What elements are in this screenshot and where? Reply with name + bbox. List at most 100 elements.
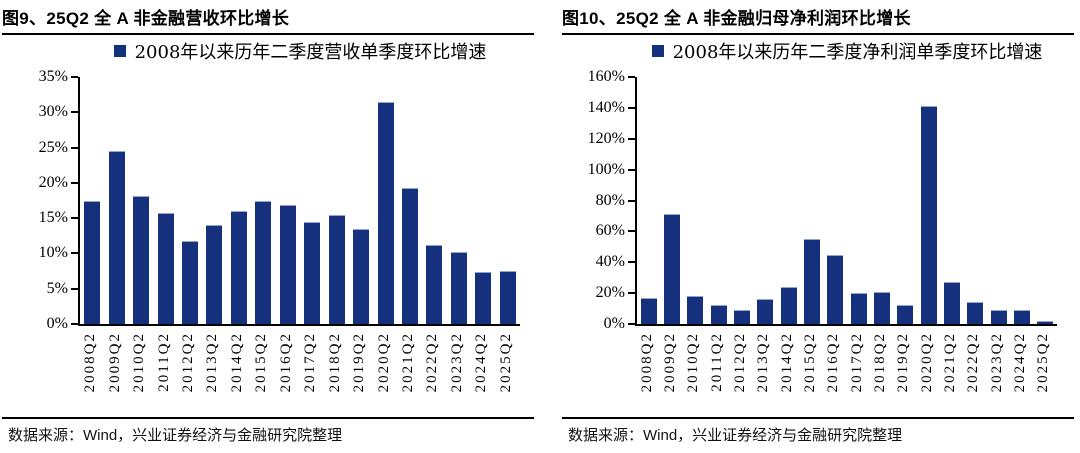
legend-label: 2008年以来历年二季度净利润单季度环比增速 <box>672 42 1043 63</box>
x-axis-label: 2019Q2 <box>895 332 912 393</box>
y-axis-line <box>635 77 637 326</box>
y-axis-tick <box>628 292 635 295</box>
x-axis-label: 2017Q2 <box>302 332 319 393</box>
x-axis-label: 2024Q2 <box>473 332 490 393</box>
bar-2021Q2 <box>402 187 418 324</box>
y-axis-line <box>78 77 80 326</box>
x-axis-label: 2014Q2 <box>778 332 795 393</box>
bar-2016Q2 <box>279 204 296 324</box>
bar-2009Q2 <box>664 214 680 324</box>
x-axis-label: 2008Q2 <box>82 332 99 393</box>
bar-2023Q2 <box>990 310 1007 324</box>
y-axis-tick-label: 0% <box>603 315 625 332</box>
y-axis-tick-label: 120% <box>587 129 625 147</box>
bar-2010Q2 <box>687 296 704 324</box>
bar-2010Q2 <box>133 195 150 324</box>
bar-2012Q2 <box>182 240 198 324</box>
x-axis-label: 2018Q2 <box>872 332 888 393</box>
figure-panel-revenue: 图9、25Q2 全 A 非金融营收环比增长 2008年以来历年二季度营收单季度环… <box>2 9 534 444</box>
bar-2022Q2 <box>426 244 443 324</box>
figure-title: 图9、25Q2 全 A 非金融营收环比增长 <box>2 9 290 28</box>
x-axis-label: 2013Q2 <box>755 332 772 393</box>
source-divider <box>562 417 1074 419</box>
chart-legend: 2008年以来历年二季度净利润单季度环比增速 <box>637 38 1057 64</box>
figure-title: 图10、25Q2 全 A 非金融归母净利润环比增长 <box>562 9 911 28</box>
y-axis-tick-label: 140% <box>587 98 625 116</box>
x-axis-label: 2023Q2 <box>448 332 465 393</box>
bar-2017Q2 <box>850 293 867 324</box>
x-axis-label: 2021Q2 <box>400 332 416 393</box>
y-axis-tick-label: 100% <box>587 160 625 178</box>
legend-square-icon <box>113 45 126 57</box>
bar-2014Q2 <box>780 286 797 324</box>
x-axis-label: 2020Q2 <box>918 332 935 393</box>
bar-2015Q2 <box>804 239 820 324</box>
bar-2025Q2 <box>499 271 516 324</box>
x-axis-label: 2009Q2 <box>106 332 123 393</box>
x-axis-label: 2024Q2 <box>1012 332 1028 393</box>
y-axis-tick-label: 30% <box>38 103 68 121</box>
y-axis-tick <box>628 261 635 264</box>
x-axis-label: 2022Q2 <box>965 332 982 393</box>
bar-2015Q2 <box>255 201 272 324</box>
bar-2021Q2 <box>944 282 960 324</box>
bar-2019Q2 <box>897 305 914 324</box>
y-axis-tick-label: 25% <box>38 138 68 156</box>
y-axis-tick <box>71 146 78 149</box>
y-axis-tick <box>628 106 635 109</box>
legend-label: 2008年以来历年二季度营收单季度环比增速 <box>134 42 487 63</box>
y-axis-tick <box>71 287 78 290</box>
y-axis-tick-label: 20% <box>595 284 625 302</box>
bar-2025Q2 <box>1037 320 1054 324</box>
y-axis-tick-label: 0% <box>46 315 68 332</box>
y-axis-tick <box>628 76 635 78</box>
y-axis-tick <box>628 137 635 140</box>
bar-2008Q2 <box>84 200 101 324</box>
y-axis-tick <box>71 111 78 114</box>
y-axis-tick <box>71 323 78 325</box>
legend-square-icon <box>651 45 664 57</box>
x-axis-label: 2021Q2 <box>942 332 958 393</box>
y-axis-tick-label: 10% <box>38 244 68 262</box>
bar-2009Q2 <box>108 151 125 324</box>
bar-2019Q2 <box>353 229 370 324</box>
x-axis-label: 2012Q2 <box>180 332 196 393</box>
bar-2024Q2 <box>475 272 492 324</box>
bar-2012Q2 <box>734 310 750 324</box>
bar-2011Q2 <box>157 213 174 324</box>
bar-2020Q2 <box>377 102 394 324</box>
y-axis-tick <box>628 230 635 233</box>
data-source-note: 数据来源：Wind，兴业证券经济与金融研究院整理 <box>568 427 903 444</box>
data-source-note: 数据来源：Wind，兴业证券经济与金融研究院整理 <box>8 427 343 444</box>
x-axis-label: 2009Q2 <box>662 332 678 393</box>
y-axis-tick-label: 60% <box>595 222 625 240</box>
x-axis-label: 2018Q2 <box>326 332 343 393</box>
y-axis-tick <box>628 199 635 202</box>
x-axis-label: 2017Q2 <box>848 332 865 393</box>
x-axis-line <box>635 324 1057 326</box>
bar-2013Q2 <box>206 225 223 324</box>
x-axis-label: 2013Q2 <box>204 332 221 393</box>
y-axis-tick-label: 40% <box>595 253 625 271</box>
bar-2018Q2 <box>874 291 890 324</box>
y-axis-tick <box>628 168 635 171</box>
x-axis-label: 2010Q2 <box>131 332 148 393</box>
x-axis-label: 2023Q2 <box>988 332 1005 393</box>
y-axis-tick-label: 20% <box>38 173 68 191</box>
title-divider <box>562 33 1074 35</box>
x-axis-label: 2014Q2 <box>228 332 245 393</box>
revenue-bar-chart: 2008年以来历年二季度营收单季度环比增速 0% 5% 10% 15% 20% 25% 30%… <box>2 35 534 409</box>
x-axis-label: 2016Q2 <box>825 332 842 393</box>
x-axis-line <box>78 324 520 326</box>
bar-2014Q2 <box>230 211 247 324</box>
x-axis-label: 2008Q2 <box>638 332 655 393</box>
bar-2023Q2 <box>450 252 467 324</box>
x-axis-label: 2025Q2 <box>497 332 514 393</box>
y-axis-tick <box>71 76 78 78</box>
title-divider <box>2 33 534 35</box>
x-axis-label: 2015Q2 <box>253 332 270 393</box>
y-axis-tick-label: 80% <box>595 191 625 209</box>
y-axis-tick-label: 35% <box>38 68 68 85</box>
y-axis-tick <box>71 217 78 220</box>
